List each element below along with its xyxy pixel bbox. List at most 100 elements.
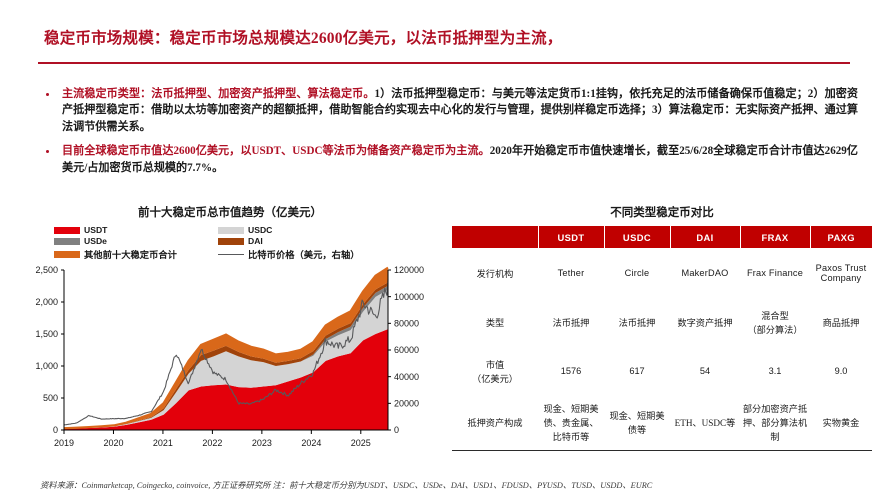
table-cell: 现金、短期美债、贵金属、比特币等 xyxy=(538,395,604,449)
row-header-line: 市值 xyxy=(485,359,505,370)
legend-label: DAI xyxy=(248,236,263,246)
cell-line: 54 xyxy=(699,365,711,376)
table-cell: 3.1 xyxy=(740,346,810,395)
svg-text:60000: 60000 xyxy=(394,345,419,355)
stablecoin-marketcap-chart: 前十大稳定币总市值趋势（亿美元） USDT USDC USDe DAI 其他前十… xyxy=(18,204,442,474)
bullet-body: 主流稳定币类型：法币抵押型、加密资产抵押型、算法稳定币。1）法币抵押型稳定币：与… xyxy=(62,86,858,135)
table-cell: 数字资产抵押 xyxy=(670,297,740,346)
svg-text:2,000: 2,000 xyxy=(35,297,58,307)
table-cell: ETH、USDC等 xyxy=(670,395,740,449)
table-body: 发行机构 Tether Circle MakerDAO Frax Finance Paxo… xyxy=(452,248,872,449)
svg-text:2,500: 2,500 xyxy=(35,265,58,275)
chart-svg: 0 500 1,000 1,500 2,000 2,500 0 20000 40000 60000… xyxy=(35,265,424,448)
row-header: 类型 xyxy=(452,297,538,346)
col-header-paxg: PAXG xyxy=(810,226,872,248)
svg-text:500: 500 xyxy=(43,393,58,403)
svg-text:20000: 20000 xyxy=(394,399,419,409)
table-row: 类型 法币抵押 法币抵押 数字资产抵押 混合型 （部分算法） 商品抵押 xyxy=(452,297,872,346)
chart-plot-area: 0 500 1,000 1,500 2,000 2,500 0 20000 40000 60000… xyxy=(18,264,442,464)
table-cell: 1576 xyxy=(538,346,604,395)
col-header-usdc: USDC xyxy=(604,226,671,248)
table-cell: MakerDAO xyxy=(670,248,740,297)
cell-line: Frax Finance xyxy=(746,267,803,278)
col-header-blank xyxy=(452,226,539,248)
legend-item-usdc: USDC xyxy=(218,225,398,235)
table-cell: 商品抵押 xyxy=(810,297,872,346)
legend-swatch xyxy=(218,237,244,245)
legend-item-dai: DAI xyxy=(218,236,398,246)
cell-line: 现金、短期美债等 xyxy=(609,411,665,435)
svg-text:1,000: 1,000 xyxy=(35,361,58,371)
legend-label: 比特币价格（美元，右轴） xyxy=(248,251,360,261)
svg-text:1,500: 1,500 xyxy=(35,329,58,339)
legend-item-others: 其他前十大稳定币合计 xyxy=(54,247,214,261)
table-cell: Frax Finance xyxy=(740,248,810,297)
svg-text:40000: 40000 xyxy=(394,372,419,382)
col-header-frax: FRAX xyxy=(740,226,811,248)
table-head: USDT USDC DAI FRAX PAXG xyxy=(452,226,872,248)
footnote-text: 注：前十大稳定币分别为USDT、USDC、USDe、DAI、USD1、FDUSD… xyxy=(272,481,653,490)
svg-text:0: 0 xyxy=(53,425,58,435)
legend-item-usde: USDe xyxy=(54,236,214,246)
cell-line: Circle xyxy=(624,267,650,278)
cell-line: ETH、USDC等 xyxy=(674,418,736,428)
row-header: 市值 （亿美元） xyxy=(452,346,538,395)
legend-label: USDC xyxy=(248,225,273,235)
cell-line: 数字资产抵押 xyxy=(677,317,733,328)
svg-text:120000: 120000 xyxy=(394,265,424,275)
cell-line: 混合型 xyxy=(761,310,789,321)
cell-line: 实物黄金 xyxy=(822,418,860,428)
cell-line: Tether xyxy=(557,267,585,278)
legend-label: USDe xyxy=(84,236,107,246)
table-row: 市值 （亿美元） 1576 617 54 3.1 9.0 xyxy=(452,346,872,395)
svg-text:2021: 2021 xyxy=(153,438,173,448)
comparison-table: USDT USDC DAI FRAX PAXG 发行机构 Tether Circle… xyxy=(452,226,872,449)
legend-swatch xyxy=(218,253,244,255)
bullet-rest: 1）法币抵押型稳定币：与美元等法定货币1:1挂钩，依托充足的法币储备确保币值稳定… xyxy=(62,88,858,133)
cell-line: （部分算法） xyxy=(747,324,803,335)
legend-swatch xyxy=(54,250,80,258)
footer: 资料来源：Coinmarketcap, Coingecko, coinvoice… xyxy=(40,479,870,491)
cell-line: 9.0 xyxy=(834,365,848,376)
svg-text:2020: 2020 xyxy=(103,438,123,448)
legend-swatch xyxy=(54,237,80,245)
svg-text:0: 0 xyxy=(394,425,399,435)
table-cell: 法币抵押 xyxy=(604,297,670,346)
chart-legend: USDT USDC USDe DAI 其他前十大稳定币合计 比特币价格（美元，右… xyxy=(18,225,442,261)
cell-line: 3.1 xyxy=(768,365,782,376)
row-header-line: 发行机构 xyxy=(476,268,514,279)
bullet-lead: 主流稳定币类型：法币抵押型、加密资产抵押型、算法稳定币。 xyxy=(62,88,375,100)
bullet-dot-icon xyxy=(46,150,49,154)
table-cell: 617 xyxy=(604,346,670,395)
bullet-rest: 2020年开始稳定币市值快速增长，截至25/6/28全球稳定币合计市值达2629… xyxy=(62,145,858,174)
table-cell: Paxos Trust Company xyxy=(810,248,872,297)
cell-line: Paxos Trust Company xyxy=(815,262,867,283)
source-text: 资料来源：Coinmarketcap, Coingecko, coinvoice… xyxy=(40,481,271,490)
cell-line: 商品抵押 xyxy=(822,317,860,328)
cell-line: 1576 xyxy=(560,365,582,376)
row-header-line: 类型 xyxy=(485,317,505,328)
table-cell: 实物黄金 xyxy=(810,395,872,449)
row-header: 抵押资产构成 xyxy=(452,395,538,449)
legend-item-usdt: USDT xyxy=(54,225,214,235)
table-cell: 9.0 xyxy=(810,346,872,395)
svg-text:2019: 2019 xyxy=(54,438,74,448)
cell-line: 法币抵押 xyxy=(618,317,656,328)
svg-text:80000: 80000 xyxy=(394,319,419,329)
cell-line: 现金、短期美债、贵金属、比特币等 xyxy=(543,404,599,442)
table-row: 抵押资产构成 现金、短期美债、贵金属、比特币等 现金、短期美债等 ETH、USDC等部… xyxy=(452,395,872,449)
page-title: 稳定币市场规模：稳定币市场总规模达2600亿美元，以法币抵押型为主流， xyxy=(44,30,563,47)
row-header: 发行机构 xyxy=(452,248,538,297)
table-cell: 混合型 （部分算法） xyxy=(740,297,810,346)
table-cell: 54 xyxy=(670,346,740,395)
svg-text:2025: 2025 xyxy=(351,438,371,448)
list-item: 目前全球稳定币市值达2600亿美元，以USDT、USDC等法币为储备资产稳定币为… xyxy=(40,143,858,176)
legend-swatch xyxy=(54,226,80,234)
bullet-list: 主流稳定币类型：法币抵押型、加密资产抵押型、算法稳定币。1）法币抵押型稳定币：与… xyxy=(40,86,858,184)
svg-text:2022: 2022 xyxy=(202,438,222,448)
svg-text:2023: 2023 xyxy=(252,438,272,448)
legend-item-btc-price: 比特币价格（美元，右轴） xyxy=(218,247,398,261)
table-cell: 部分加密资产抵押、部分算法机制 xyxy=(740,395,810,449)
table-cell: 现金、短期美债等 xyxy=(604,395,670,449)
bullet-dot-icon xyxy=(46,93,49,96)
